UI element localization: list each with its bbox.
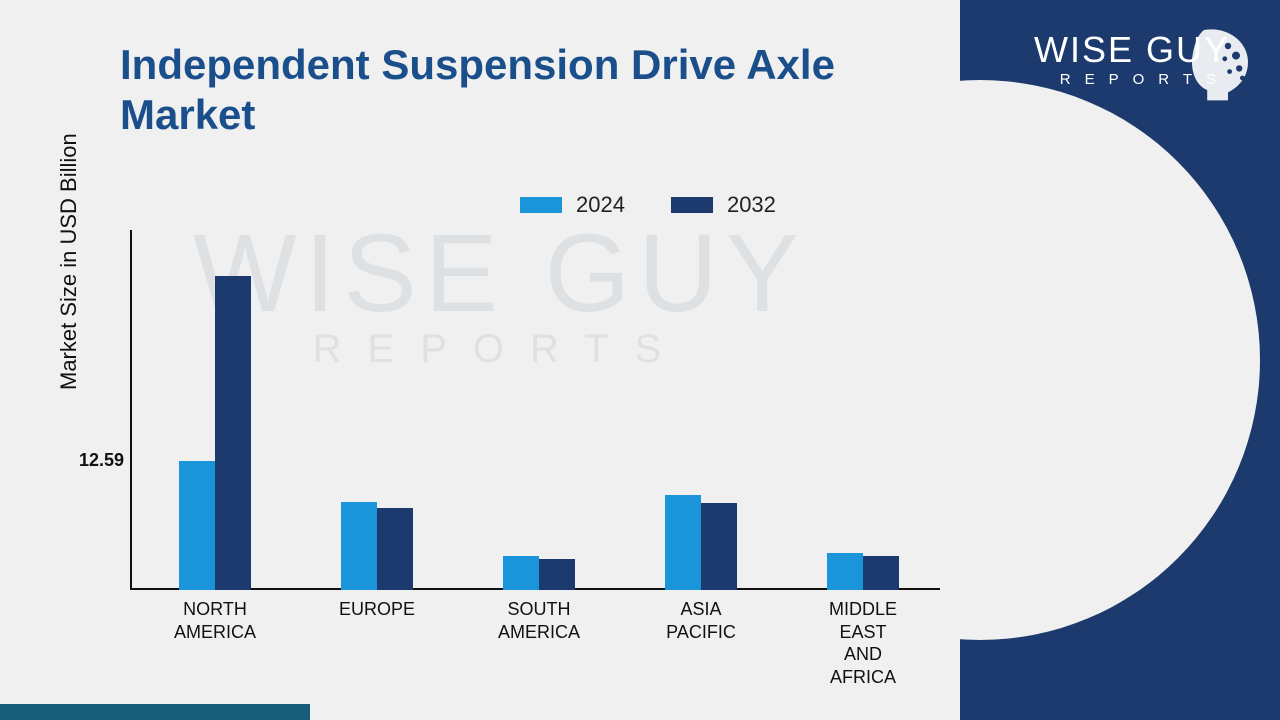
legend-swatch-0 [520,197,562,213]
bar-group [788,553,938,590]
bar-group [140,276,290,590]
bar [665,495,701,590]
x-axis-category-label: MIDDLEEASTANDAFRICA [793,598,933,688]
bar [341,502,377,590]
bar [179,461,215,590]
bar-group [302,502,452,590]
x-axis-category-label: NORTHAMERICA [145,598,285,643]
x-axis-category-label: ASIAPACIFIC [631,598,771,643]
chart-title: Independent Suspension Drive Axle Market [120,40,880,141]
legend-item-1: 2032 [671,192,776,218]
bar [503,556,539,590]
bar [827,553,863,590]
bar [377,508,413,590]
brand-head-icon [1180,22,1260,102]
y-axis-label: Market Size in USD Billion [56,133,82,390]
y-axis-line [130,230,132,590]
legend-swatch-1 [671,197,713,213]
right-band: WISE GUY REPORTS [960,0,1280,720]
bar-group [464,556,614,590]
bar [539,559,575,590]
legend: 2024 2032 [520,192,776,218]
x-axis-category-label: EUROPE [307,598,447,621]
bar [215,276,251,590]
bar-group [626,495,776,590]
x-axis-category-label: SOUTHAMERICA [469,598,609,643]
brand-logo: WISE GUY REPORTS [1034,32,1230,87]
legend-label-0: 2024 [576,192,625,218]
bottom-accent-bar [0,704,310,720]
chart-plot-area [130,230,940,590]
legend-item-0: 2024 [520,192,625,218]
y-axis-tick-label: 12.59 [68,450,124,471]
bar [863,556,899,590]
bar [701,503,737,590]
page: WISE GUY REPORTS Independent Suspension … [0,0,1280,720]
legend-label-1: 2032 [727,192,776,218]
